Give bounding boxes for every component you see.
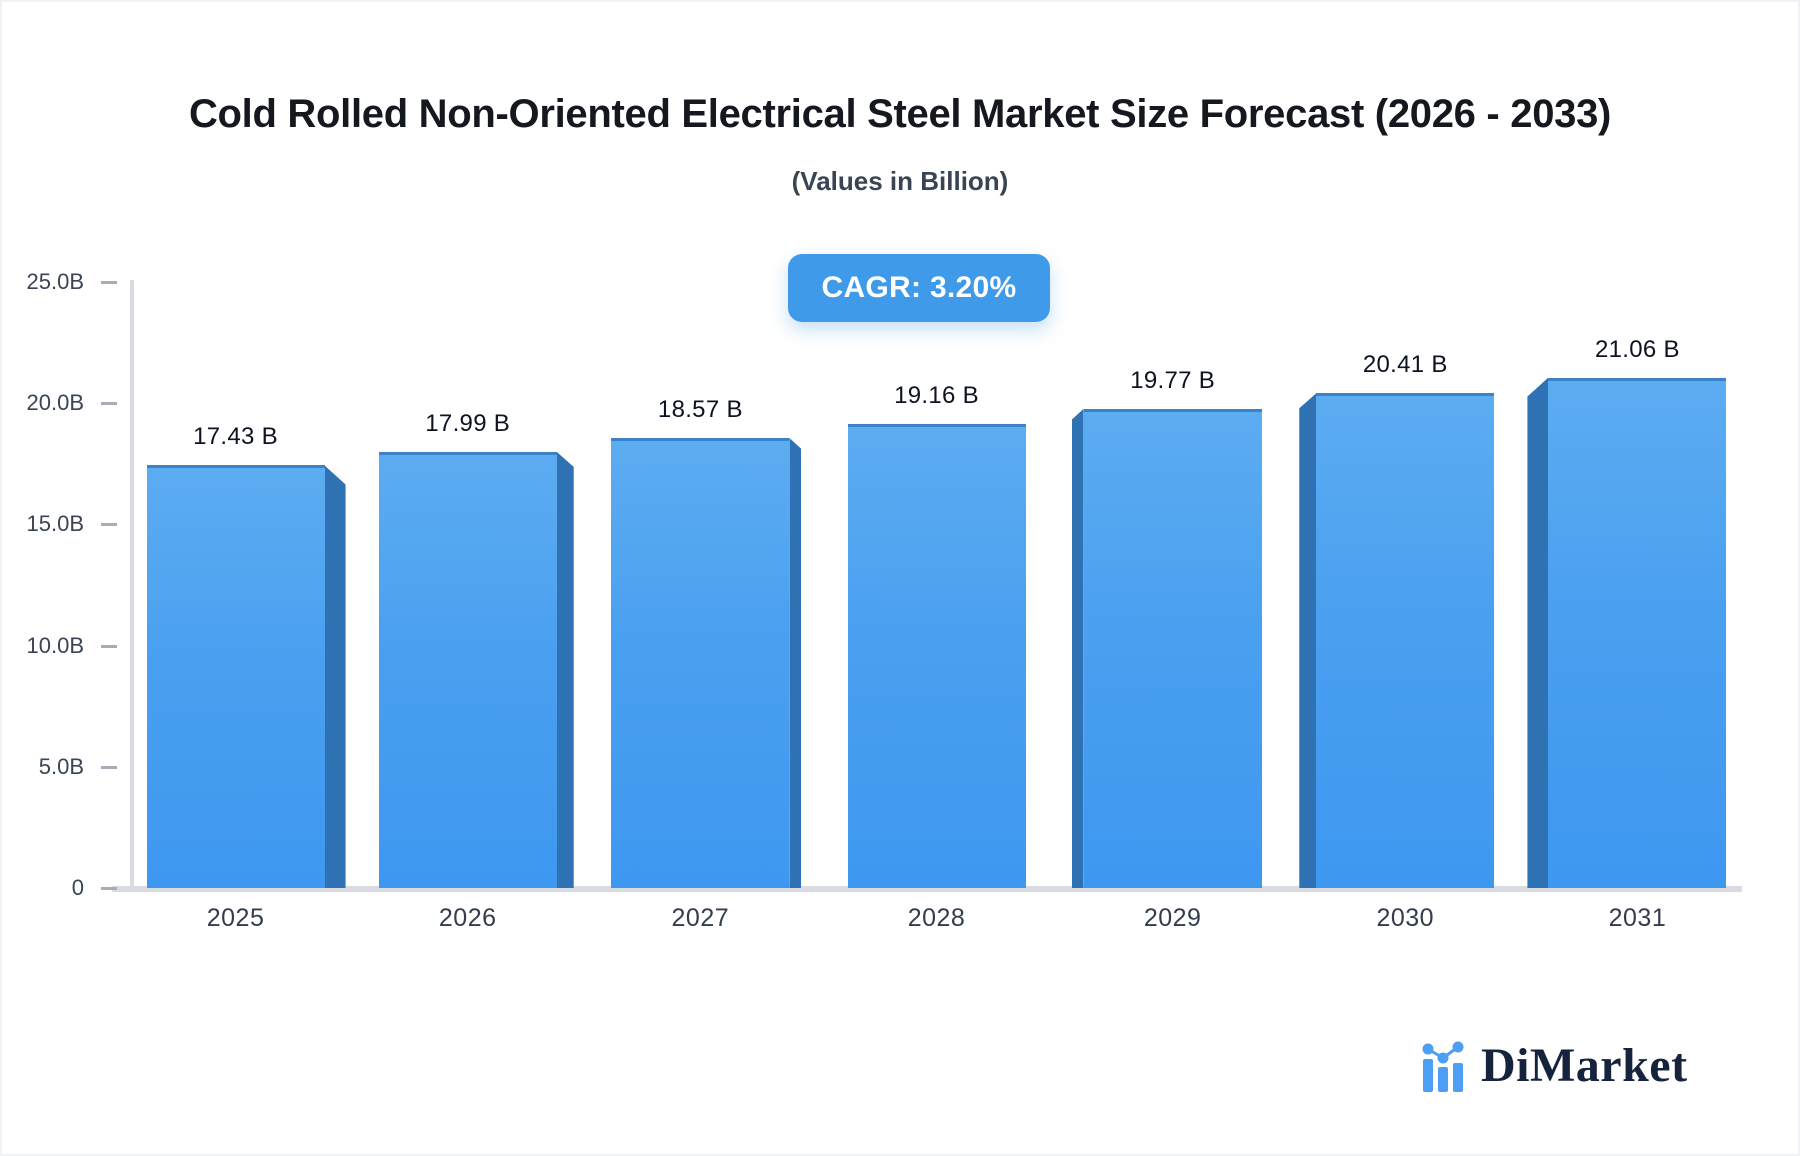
y-tick-dash — [101, 402, 117, 406]
bar-3d-side — [1299, 393, 1317, 888]
y-axis-line — [130, 280, 134, 892]
chart-title: Cold Rolled Non-Oriented Electrical Stee… — [188, 92, 1612, 136]
x-tick-label: 2025 — [206, 904, 265, 932]
x-tick-label: 2031 — [1608, 904, 1667, 932]
bar — [1548, 377, 1727, 888]
bar-value-label: 19.16 B — [894, 381, 979, 409]
cagr-badge: CAGR: 3.20% — [788, 254, 1050, 322]
y-tick-label: 0 — [71, 875, 84, 900]
bar-3d-side — [789, 437, 802, 888]
bar-value-label: 20.41 B — [1362, 351, 1448, 379]
x-axis-line — [112, 886, 1742, 892]
x-tick-label: 2029 — [1143, 904, 1202, 932]
bar-chart-dots-icon — [1422, 1041, 1464, 1092]
bar-3d-side — [324, 465, 346, 888]
y-tick-dash — [101, 281, 117, 284]
y-tick-label: 5.0B — [38, 753, 84, 779]
bar-3d-side — [1527, 377, 1549, 888]
bar-value-label: 17.99 B — [425, 409, 511, 437]
bar — [1083, 408, 1262, 888]
bar — [1316, 393, 1495, 888]
bar-value-label: 21.06 B — [1595, 335, 1680, 363]
y-tick-label: 10.0B — [26, 632, 85, 658]
y-tick-label: 15.0B — [26, 511, 85, 537]
bar-3d-side — [1071, 408, 1084, 888]
cagr-badge-label: CAGR: 3.20% — [821, 271, 1017, 304]
x-tick-label: 2028 — [907, 904, 966, 932]
y-tick-dash — [101, 765, 117, 769]
brand-name: DiMarket — [1481, 1039, 1688, 1092]
bar — [146, 465, 325, 888]
bar — [847, 423, 1026, 888]
y-tick-dash — [101, 644, 117, 648]
y-tick-label: 20.0B — [26, 390, 85, 416]
y-tick-label: 25.0B — [26, 269, 85, 294]
y-tick-dash — [101, 523, 117, 527]
bar-value-label: 19.77 B — [1130, 366, 1216, 394]
bar-value-label: 17.43 B — [193, 423, 278, 451]
x-tick-label: 2027 — [671, 904, 730, 932]
y-tick-dash — [101, 887, 117, 890]
bar — [611, 437, 790, 888]
x-tick-label: 2026 — [438, 904, 497, 932]
chart-subtitle: (Values in Billion) — [791, 166, 1009, 196]
dimarket-logo: DiMarket — [1420, 1038, 1688, 1093]
x-tick-label: 2030 — [1376, 904, 1435, 932]
bar — [378, 451, 557, 888]
bar-value-label: 18.57 B — [657, 395, 743, 423]
bar-3d-side — [556, 451, 574, 888]
